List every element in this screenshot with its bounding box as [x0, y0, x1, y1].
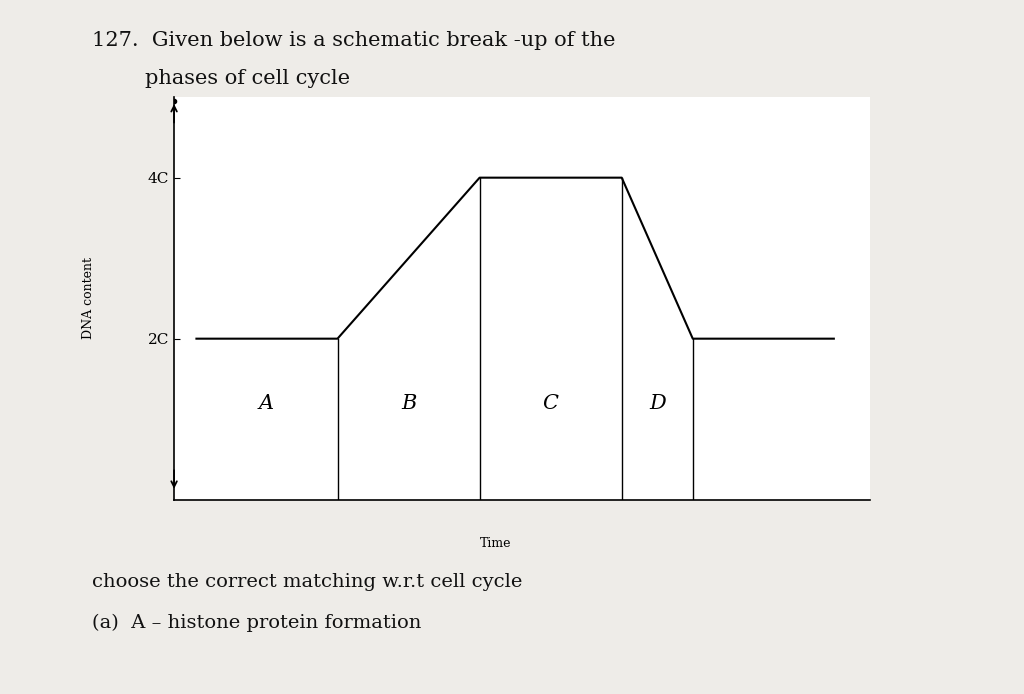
Text: C: C: [543, 393, 559, 412]
Text: choose the correct matching w.r.t cell cycle: choose the correct matching w.r.t cell c…: [92, 573, 522, 591]
Text: D: D: [649, 393, 666, 412]
Text: (a)  A – histone protein formation: (a) A – histone protein formation: [92, 614, 422, 632]
Text: B: B: [400, 393, 416, 412]
Text: 127.  Given below is a schematic break -up of the: 127. Given below is a schematic break -u…: [92, 31, 615, 50]
Text: A: A: [259, 393, 274, 412]
Text: Time: Time: [479, 537, 511, 550]
Text: DNA content: DNA content: [82, 257, 95, 339]
Text: phases of cell cycle: phases of cell cycle: [92, 69, 350, 88]
